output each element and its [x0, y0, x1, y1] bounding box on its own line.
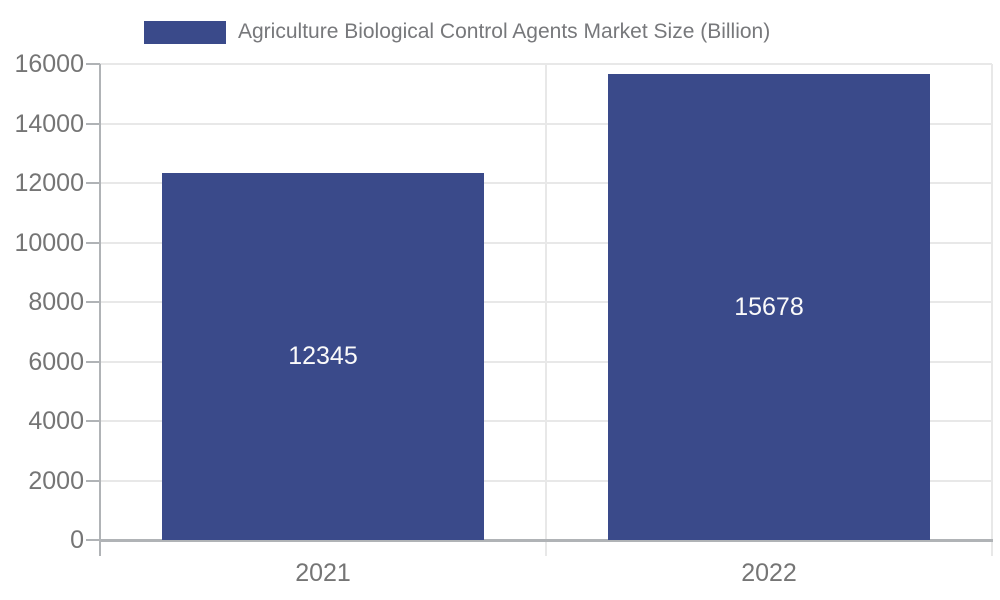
- y-axis-tick-label: 4000: [28, 407, 84, 435]
- y-axis-tick: [86, 63, 100, 65]
- x-axis-label-2021: 2021: [295, 559, 351, 587]
- legend-label: Agriculture Biological Control Agents Ma…: [238, 20, 771, 43]
- y-axis-line: [99, 64, 101, 556]
- y-axis-tick-label: 10000: [14, 228, 84, 257]
- y-axis-tick-label: 0: [70, 526, 84, 554]
- y-axis-tick-label: 16000: [14, 50, 84, 78]
- legend-swatch: [144, 20, 226, 44]
- y-axis-tick-label: 2000: [28, 466, 84, 495]
- y-axis-tick: [86, 360, 100, 363]
- y-axis-tick-label: 12000: [14, 169, 84, 197]
- bar-value-label: 15678: [734, 292, 804, 321]
- y-axis-tick-label: 14000: [14, 109, 84, 138]
- bar-value-label: 12345: [288, 342, 358, 371]
- y-axis-tick-label: 6000: [28, 347, 84, 376]
- x-axis-label-2022: 2022: [741, 559, 797, 587]
- y-axis-tick: [86, 479, 100, 482]
- y-axis-tick: [86, 301, 100, 303]
- y-axis-tick: [86, 420, 100, 422]
- legend-item[interactable]: Agriculture Biological Control Agents Ma…: [144, 20, 770, 44]
- v-gridline: [991, 64, 993, 556]
- y-axis-tick-label: 8000: [28, 288, 84, 316]
- bar-2022: [608, 73, 930, 540]
- v-gridline: [545, 64, 547, 556]
- y-axis-tick: [86, 241, 100, 244]
- y-axis-tick: [86, 539, 100, 541]
- bar-2021: [162, 172, 484, 540]
- y-axis-tick: [86, 122, 100, 125]
- x-axis-line: [99, 539, 993, 542]
- y-axis-tick: [86, 182, 100, 184]
